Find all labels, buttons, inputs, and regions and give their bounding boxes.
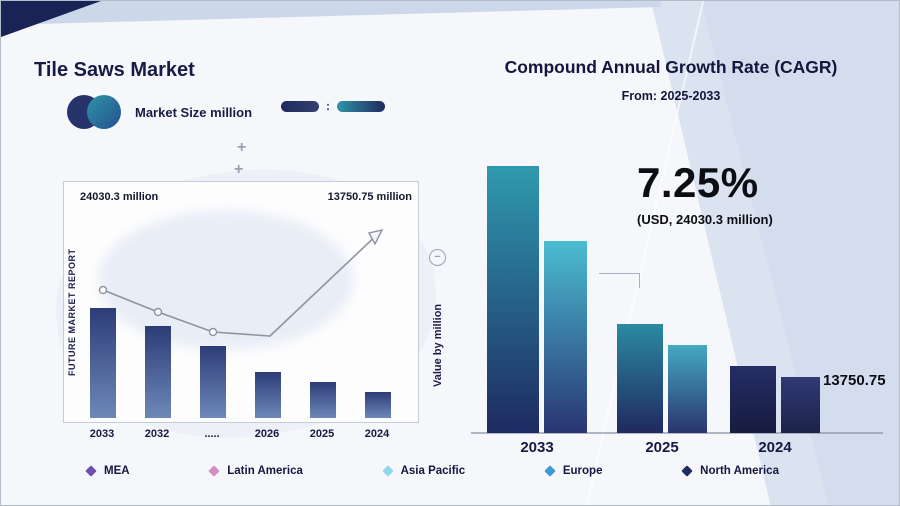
decorative-bracket — [599, 273, 640, 288]
left-bar-4 — [310, 382, 336, 418]
left-bar-1 — [145, 326, 171, 418]
left-bar-2 — [200, 346, 226, 418]
legend-diamond-icon — [208, 465, 220, 477]
market-size-legend: Market Size million — [67, 95, 252, 129]
legend-label: Latin America — [227, 465, 303, 477]
left-x-label: 2025 — [309, 428, 335, 440]
region-legend: MEA Latin America Asia Pacific Europe North … — [85, 465, 779, 477]
legend-item-asia-pacific: Asia Pacific — [381, 465, 466, 477]
legend-item-latin-america: Latin America — [208, 465, 303, 477]
annotation-2024-value: 13750.75 million — [327, 191, 412, 203]
value-axis-label: Value by million — [432, 303, 444, 387]
legend-label: Europe — [562, 465, 603, 477]
legend-circle-gradient-icon — [87, 95, 121, 129]
pill-gradient-icon — [337, 101, 385, 112]
legend-item-mea: MEA — [85, 465, 130, 477]
legend-label: Asia Pacific — [400, 465, 466, 477]
market-size-chart: 24030.3 million 13750.75 million FUTURE … — [63, 181, 419, 423]
circle-minus-icon: − — [429, 249, 446, 266]
legend-diamond-icon — [681, 465, 693, 477]
left-bar-5 — [365, 392, 391, 418]
value-label-2024: 13750.75 — [823, 372, 886, 389]
legend-label: MEA — [104, 465, 130, 477]
plus-icon: + — [237, 139, 247, 156]
left-bar-0 — [90, 308, 116, 418]
right-x-label: 2033 — [520, 439, 554, 456]
page-title: Tile Saws Market — [34, 59, 195, 81]
left-bar-3 — [255, 372, 281, 418]
left-x-label: 2026 — [254, 428, 280, 440]
cagr-detail: (USD, 24030.3 million) — [637, 212, 773, 227]
left-x-label: ..... — [204, 428, 220, 440]
right-bar-2033-secondary — [544, 241, 587, 433]
pill-colon-icon: : — [326, 99, 330, 113]
left-x-label: 2032 — [144, 428, 170, 440]
cagr-title: Compound Annual Growth Rate (CAGR) — [504, 57, 838, 77]
left-x-label: 2033 — [89, 428, 115, 440]
pill-navy-icon — [281, 101, 319, 112]
market-size-label: Market Size million — [135, 104, 253, 120]
left-chart-bars — [76, 182, 410, 422]
plus-icon: + — [234, 161, 244, 178]
right-bar-2025-secondary — [668, 345, 707, 433]
right-chart-baseline — [471, 432, 883, 434]
annotation-2033-value: 24030.3 million — [80, 191, 159, 203]
future-market-report-label: FUTURE MARKET REPORT — [67, 248, 77, 376]
legend-item-north-america: North America — [681, 465, 779, 477]
legend-diamond-icon — [544, 465, 556, 477]
left-chart-x-axis: 2033 2032..... 2026 2025 2024 — [75, 428, 420, 444]
cagr-block: 7.25% (USD, 24030.3 million) — [637, 159, 773, 227]
legend-label: North America — [700, 465, 779, 477]
legend-diamond-icon — [381, 465, 394, 477]
right-bar-2033-primary — [487, 166, 539, 433]
right-x-label: 2025 — [645, 439, 679, 456]
legend-diamond-icon — [85, 465, 97, 477]
decorative-pills: : — [281, 99, 385, 113]
left-x-label: 2024 — [364, 428, 390, 440]
cagr-subtitle: From: 2025-2033 — [621, 89, 721, 103]
legend-item-europe: Europe — [544, 465, 603, 477]
cagr-value: 7.25% — [637, 159, 759, 206]
